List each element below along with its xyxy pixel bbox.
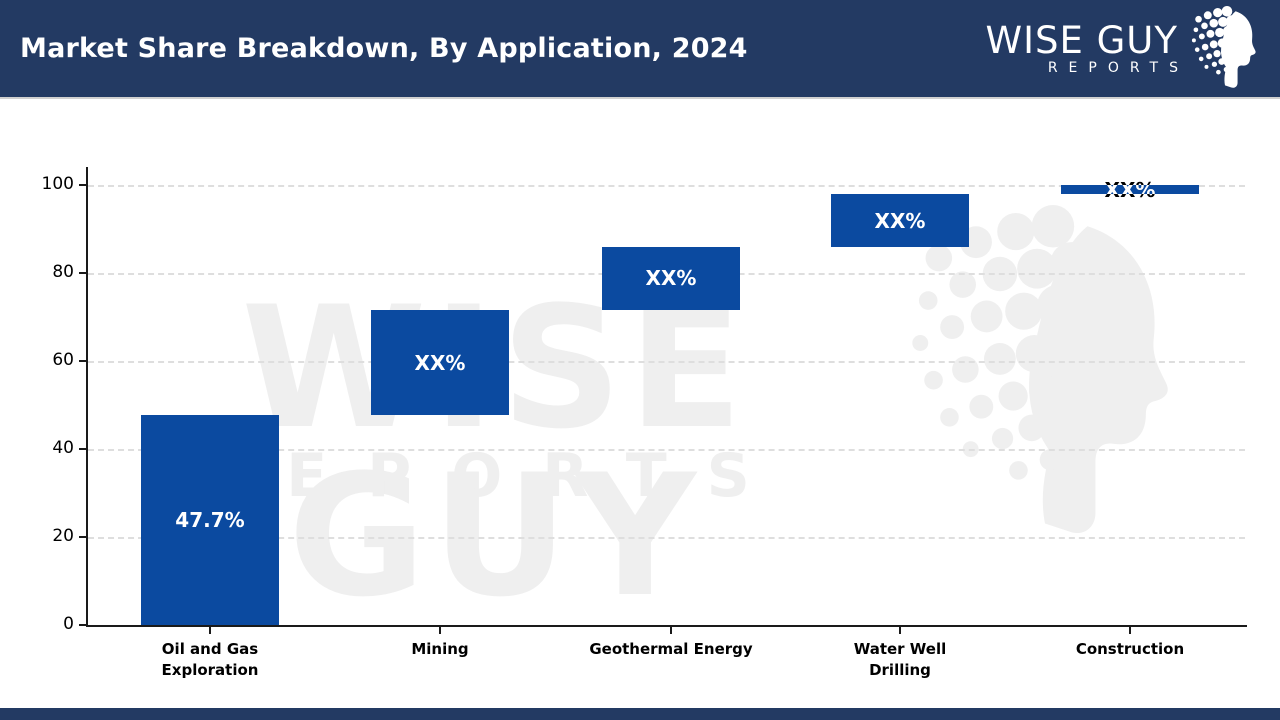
x-axis-spine: [86, 625, 1247, 627]
bar-value-label: XX%: [1061, 185, 1199, 194]
bar-segment: 47.7%: [141, 415, 279, 625]
x-category-label: Oil and Gas Exploration: [161, 640, 259, 679]
bar-value-label: XX%: [645, 266, 697, 291]
x-category-label: Water Well Drilling: [853, 640, 947, 679]
bar-segment: XX%: [371, 309, 509, 416]
bar-value-label: 47.7%: [175, 508, 245, 533]
brand-logo-text: WISE GUY REPORTS: [985, 18, 1178, 76]
dotted-head-logo-icon: [1191, 6, 1256, 88]
bar-segment: XX%: [602, 247, 740, 310]
y-tick-label: 0: [63, 614, 74, 634]
footer-bar: [0, 708, 1280, 720]
watermark-brand-subtext: REPORTS: [200, 441, 790, 511]
watermark-dotted-head-icon: [912, 205, 1168, 534]
x-tick-mark: [899, 627, 901, 634]
x-tick-mark: [1129, 627, 1131, 634]
brand-logo: WISE GUY REPORTS: [986, 6, 1266, 92]
y-tick-mark: [79, 624, 87, 626]
x-category-label: Construction: [1075, 640, 1185, 658]
x-tick-mark: [209, 627, 211, 634]
bar-segment: XX%: [831, 194, 969, 248]
header-bar: Market Share Breakdown, By Application, …: [0, 0, 1280, 99]
y-tick-label: 100: [41, 174, 74, 194]
gridline: [88, 537, 1245, 539]
y-tick-mark: [79, 272, 87, 274]
y-tick-label: 60: [52, 350, 74, 370]
gridline: [88, 185, 1245, 187]
y-axis-spine: [86, 167, 88, 627]
bar-value-label: XX%: [414, 350, 466, 375]
gridline: [88, 449, 1245, 451]
x-category-label: Geothermal Energy: [589, 640, 753, 658]
brand-name: WISE GUY: [985, 18, 1178, 62]
y-tick-label: 40: [52, 438, 74, 458]
chart-title: Market Share Breakdown, By Application, …: [20, 33, 748, 64]
y-tick-mark: [79, 360, 87, 362]
brand-subname: REPORTS: [1047, 59, 1189, 76]
y-tick-mark: [79, 184, 87, 186]
y-tick-mark: [79, 448, 87, 450]
x-category-label: Mining: [411, 640, 469, 658]
y-tick-mark: [79, 536, 87, 538]
gridline: [88, 361, 1245, 363]
x-tick-mark: [670, 627, 672, 634]
y-tick-label: 80: [52, 262, 74, 282]
x-tick-mark: [439, 627, 441, 634]
bar-value-label: XX%: [874, 208, 926, 233]
y-tick-label: 20: [52, 526, 74, 546]
bar-segment: XX%: [1061, 185, 1199, 195]
